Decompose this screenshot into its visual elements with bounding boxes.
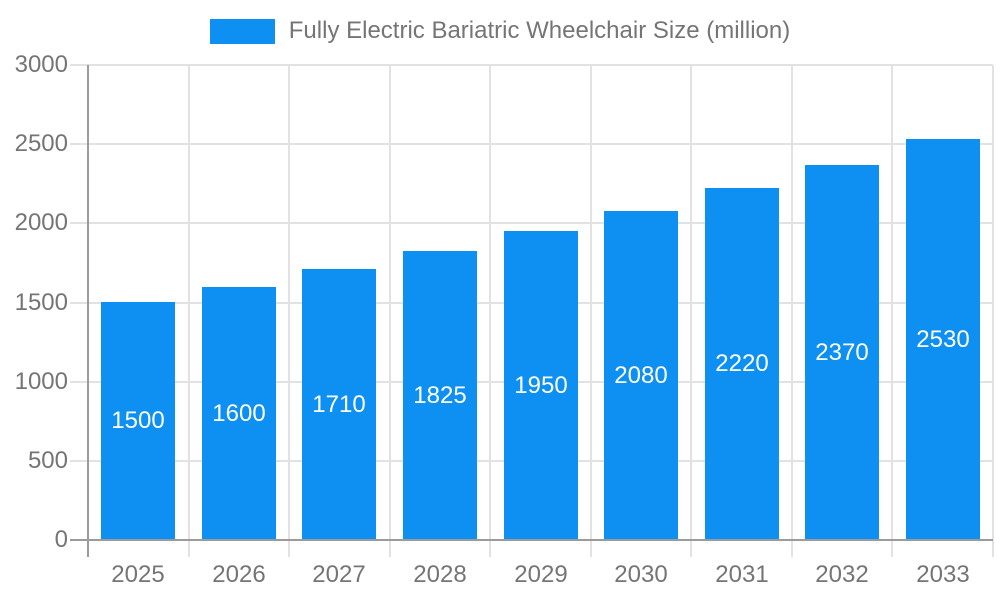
legend[interactable]: Fully Electric Bariatric Wheelchair Size… [0,17,1000,45]
y-tick-label: 500 [27,447,68,474]
x-tick-label: 2031 [715,561,769,588]
gridline-vertical [992,65,994,557]
y-tick-label: 1000 [14,368,68,395]
bar-value-label: 1600 [212,400,266,427]
x-tick-label: 2025 [111,561,165,588]
gridline-vertical [791,65,793,557]
bar-2026 [202,287,276,540]
bar-value-label: 1710 [312,391,366,418]
x-tick-label: 2032 [815,561,869,588]
x-tick-label: 2026 [212,561,266,588]
bar-value-label: 2220 [715,350,769,377]
bar-value-label: 1950 [514,372,568,399]
bar-value-label: 2080 [614,362,668,389]
bar-2027 [302,269,376,540]
x-tick-label: 2033 [916,561,970,588]
gridline-vertical [288,65,290,557]
y-axis-line [87,65,89,557]
bar-value-label: 1500 [111,407,165,434]
gridline-vertical [690,65,692,557]
x-axis-line [70,539,993,541]
y-tick-label: 2500 [14,130,68,157]
y-tick-label: 1500 [14,289,68,316]
bar-2032 [805,165,879,540]
x-tick-label: 2029 [514,561,568,588]
legend-swatch [209,18,275,44]
x-tick-label: 2028 [413,561,467,588]
bar-2029 [504,231,578,540]
bar-2030 [604,211,678,540]
legend-label: Fully Electric Bariatric Wheelchair Size… [288,17,791,44]
bar-value-label: 2530 [916,326,970,353]
bar-value-label: 1825 [413,382,467,409]
bar-2031 [705,188,779,540]
y-tick-label: 0 [54,526,68,553]
gridline-vertical [389,65,391,557]
gridline-vertical [891,65,893,557]
gridline-horizontal [70,143,993,145]
gridline-vertical [188,65,190,557]
bar-2028 [403,251,477,540]
x-tick-label: 2027 [312,561,366,588]
gridline-vertical [590,65,592,557]
bar-2025 [101,302,175,540]
bar-value-label: 2370 [815,339,869,366]
gridline-horizontal [70,222,993,224]
y-tick-label: 2000 [14,209,68,236]
gridline-vertical [489,65,491,557]
y-tick-label: 3000 [14,51,68,78]
x-tick-label: 2030 [614,561,668,588]
gridline-horizontal [70,64,993,66]
bar-2033 [906,139,980,540]
